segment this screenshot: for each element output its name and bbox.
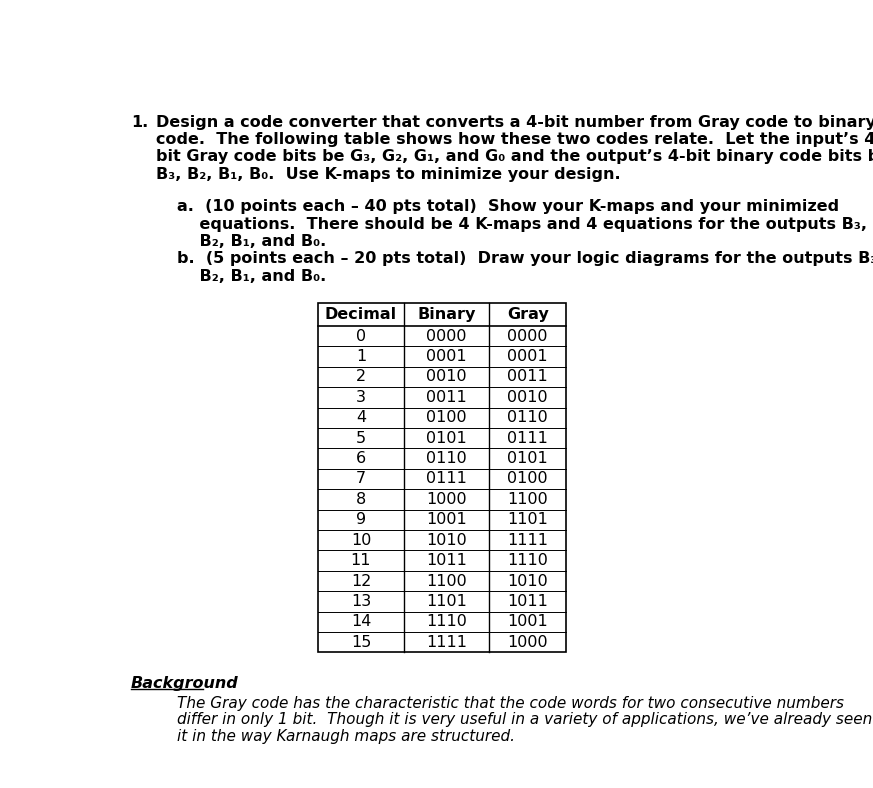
Text: 0011: 0011 (507, 370, 548, 385)
Text: 0110: 0110 (507, 411, 548, 426)
Text: differ in only 1 bit.  Though it is very useful in a variety of applications, we: differ in only 1 bit. Though it is very … (177, 712, 873, 727)
Text: 1001: 1001 (426, 512, 467, 527)
Text: 1011: 1011 (507, 594, 548, 609)
Text: Background: Background (131, 675, 238, 690)
Text: 0100: 0100 (507, 471, 548, 486)
Text: bit Gray code bits be G₃, G₂, G₁, and G₀ and the output’s 4-bit binary code bits: bit Gray code bits be G₃, G₂, G₁, and G₀… (155, 149, 873, 164)
Text: 1001: 1001 (507, 615, 548, 630)
Text: 14: 14 (351, 615, 371, 630)
Text: B₂, B₁, and B₀.: B₂, B₁, and B₀. (177, 234, 327, 249)
Text: 0000: 0000 (507, 329, 548, 344)
Text: 0001: 0001 (507, 349, 548, 364)
Text: Binary: Binary (417, 307, 476, 322)
Text: 12: 12 (351, 574, 371, 589)
Text: Decimal: Decimal (325, 307, 397, 322)
Text: B₂, B₁, and B₀.: B₂, B₁, and B₀. (177, 269, 327, 284)
Text: 1110: 1110 (507, 553, 548, 568)
Text: 0001: 0001 (426, 349, 466, 364)
Text: 0101: 0101 (426, 431, 467, 446)
Text: 1010: 1010 (507, 574, 548, 589)
Text: a.  (10 points each – 40 pts total)  Show your K-maps and your minimized: a. (10 points each – 40 pts total) Show … (177, 199, 840, 214)
Text: equations.  There should be 4 K-maps and 4 equations for the outputs B₃,: equations. There should be 4 K-maps and … (177, 217, 867, 232)
Text: 1110: 1110 (426, 615, 467, 630)
Text: 1111: 1111 (507, 533, 548, 548)
Text: 1000: 1000 (507, 634, 548, 650)
Text: 8: 8 (356, 492, 366, 507)
Text: 1100: 1100 (426, 574, 467, 589)
Text: 1100: 1100 (507, 492, 548, 507)
Text: 9: 9 (356, 512, 366, 527)
Text: 0110: 0110 (426, 451, 467, 466)
Text: it in the way Karnaugh maps are structured.: it in the way Karnaugh maps are structur… (177, 729, 515, 744)
Text: code.  The following table shows how these two codes relate.  Let the input’s 4-: code. The following table shows how thes… (155, 132, 873, 147)
Text: 1: 1 (356, 349, 366, 364)
Text: 4: 4 (356, 411, 366, 426)
Text: 0000: 0000 (426, 329, 466, 344)
Text: 0111: 0111 (507, 431, 548, 446)
Text: The Gray code has the characteristic that the code words for two consecutive num: The Gray code has the characteristic tha… (177, 696, 844, 711)
Text: 0111: 0111 (426, 471, 467, 486)
Text: 6: 6 (356, 451, 366, 466)
Text: 1.: 1. (131, 114, 148, 129)
Text: 2: 2 (356, 370, 366, 385)
Text: 5: 5 (356, 431, 366, 446)
Text: 1000: 1000 (426, 492, 466, 507)
Text: 0010: 0010 (507, 390, 548, 405)
Text: 0: 0 (356, 329, 366, 344)
Bar (319, 303, 567, 652)
Text: 0101: 0101 (507, 451, 548, 466)
Text: 10: 10 (351, 533, 371, 548)
Text: 7: 7 (356, 471, 366, 486)
Text: 0011: 0011 (426, 390, 467, 405)
Text: 1111: 1111 (426, 634, 467, 650)
Text: Design a code converter that converts a 4-bit number from Gray code to binary: Design a code converter that converts a … (155, 114, 873, 129)
Text: 1101: 1101 (426, 594, 467, 609)
Text: 1010: 1010 (426, 533, 467, 548)
Text: 1011: 1011 (426, 553, 467, 568)
Text: 13: 13 (351, 594, 371, 609)
Text: 15: 15 (351, 634, 371, 650)
Text: B₃, B₂, B₁, B₀.  Use K-maps to minimize your design.: B₃, B₂, B₁, B₀. Use K-maps to minimize y… (155, 166, 620, 181)
Text: 0100: 0100 (426, 411, 466, 426)
Text: Gray: Gray (506, 307, 548, 322)
Text: 0010: 0010 (426, 370, 466, 385)
Text: 3: 3 (356, 390, 366, 405)
Text: b.  (5 points each – 20 pts total)  Draw your logic diagrams for the outputs B₃,: b. (5 points each – 20 pts total) Draw y… (177, 251, 873, 266)
Text: 1101: 1101 (507, 512, 548, 527)
Text: 11: 11 (351, 553, 371, 568)
